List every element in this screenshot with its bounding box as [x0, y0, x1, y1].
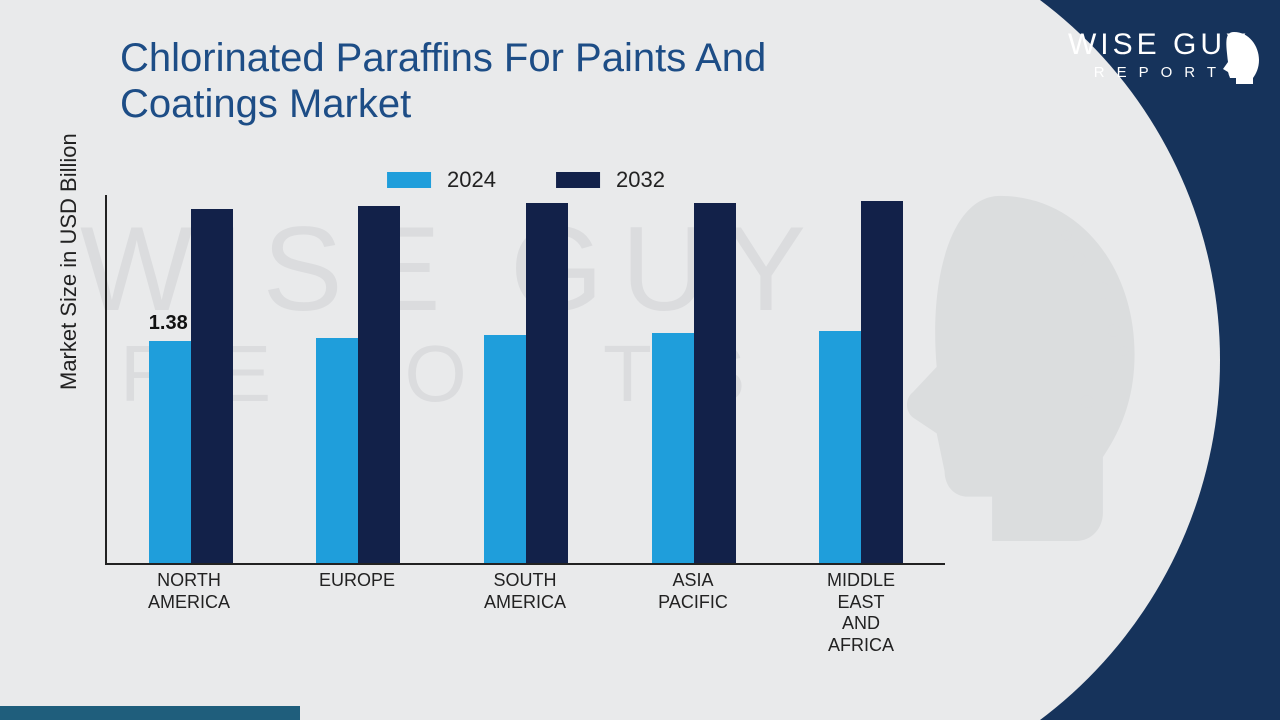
- bar-group: 1.38: [149, 209, 233, 563]
- x-category-label: ASIAPACIFIC: [618, 570, 768, 656]
- legend-swatch-2032: [556, 172, 600, 188]
- x-category-label: MIDDLEEASTANDAFRICA: [786, 570, 936, 656]
- bar-chart: 2024 2032 1.38: [105, 195, 945, 565]
- x-category-label: NORTHAMERICA: [114, 570, 264, 656]
- legend-label-2032: 2032: [616, 167, 665, 193]
- legend-item-2024: 2024: [387, 167, 496, 193]
- x-category-label: EUROPE: [282, 570, 432, 656]
- bar-group: [316, 206, 400, 563]
- legend-label-2024: 2024: [447, 167, 496, 193]
- footer-accent-bar: [0, 706, 300, 720]
- bar-group: [652, 203, 736, 563]
- chart-title: Chlorinated Paraffins For Paints And Coa…: [120, 35, 840, 127]
- bar-2024: [484, 335, 526, 563]
- bar-2024: [819, 331, 861, 563]
- bar-group: [484, 203, 568, 563]
- bar-2024: [316, 338, 358, 563]
- logo-line1: WISE GUY: [1068, 28, 1250, 62]
- x-axis-labels: NORTHAMERICAEUROPESOUTHAMERICAASIAPACIFI…: [105, 570, 945, 656]
- bar-value-label: 1.38: [149, 312, 188, 335]
- logo-line2: REPORTS: [1068, 64, 1250, 81]
- bar-2024: [652, 333, 694, 563]
- bar-2024: [149, 341, 191, 563]
- bar-group: [819, 201, 903, 563]
- bar-2032: [358, 206, 400, 563]
- legend-item-2032: 2032: [556, 167, 665, 193]
- bar-groups: 1.38: [107, 195, 945, 563]
- bar-2032: [694, 203, 736, 563]
- bar-2032: [526, 203, 568, 563]
- page: WISE GUY REPORTS WISE GUY REPORTS Chlori…: [0, 0, 1280, 720]
- brand-logo: WISE GUY REPORTS: [1068, 28, 1250, 81]
- y-axis-label: Market Size in USD Billion: [56, 133, 82, 390]
- bar-2032: [861, 201, 903, 563]
- bar-2032: [191, 209, 233, 563]
- legend: 2024 2032: [387, 167, 665, 193]
- legend-swatch-2024: [387, 172, 431, 188]
- x-category-label: SOUTHAMERICA: [450, 570, 600, 656]
